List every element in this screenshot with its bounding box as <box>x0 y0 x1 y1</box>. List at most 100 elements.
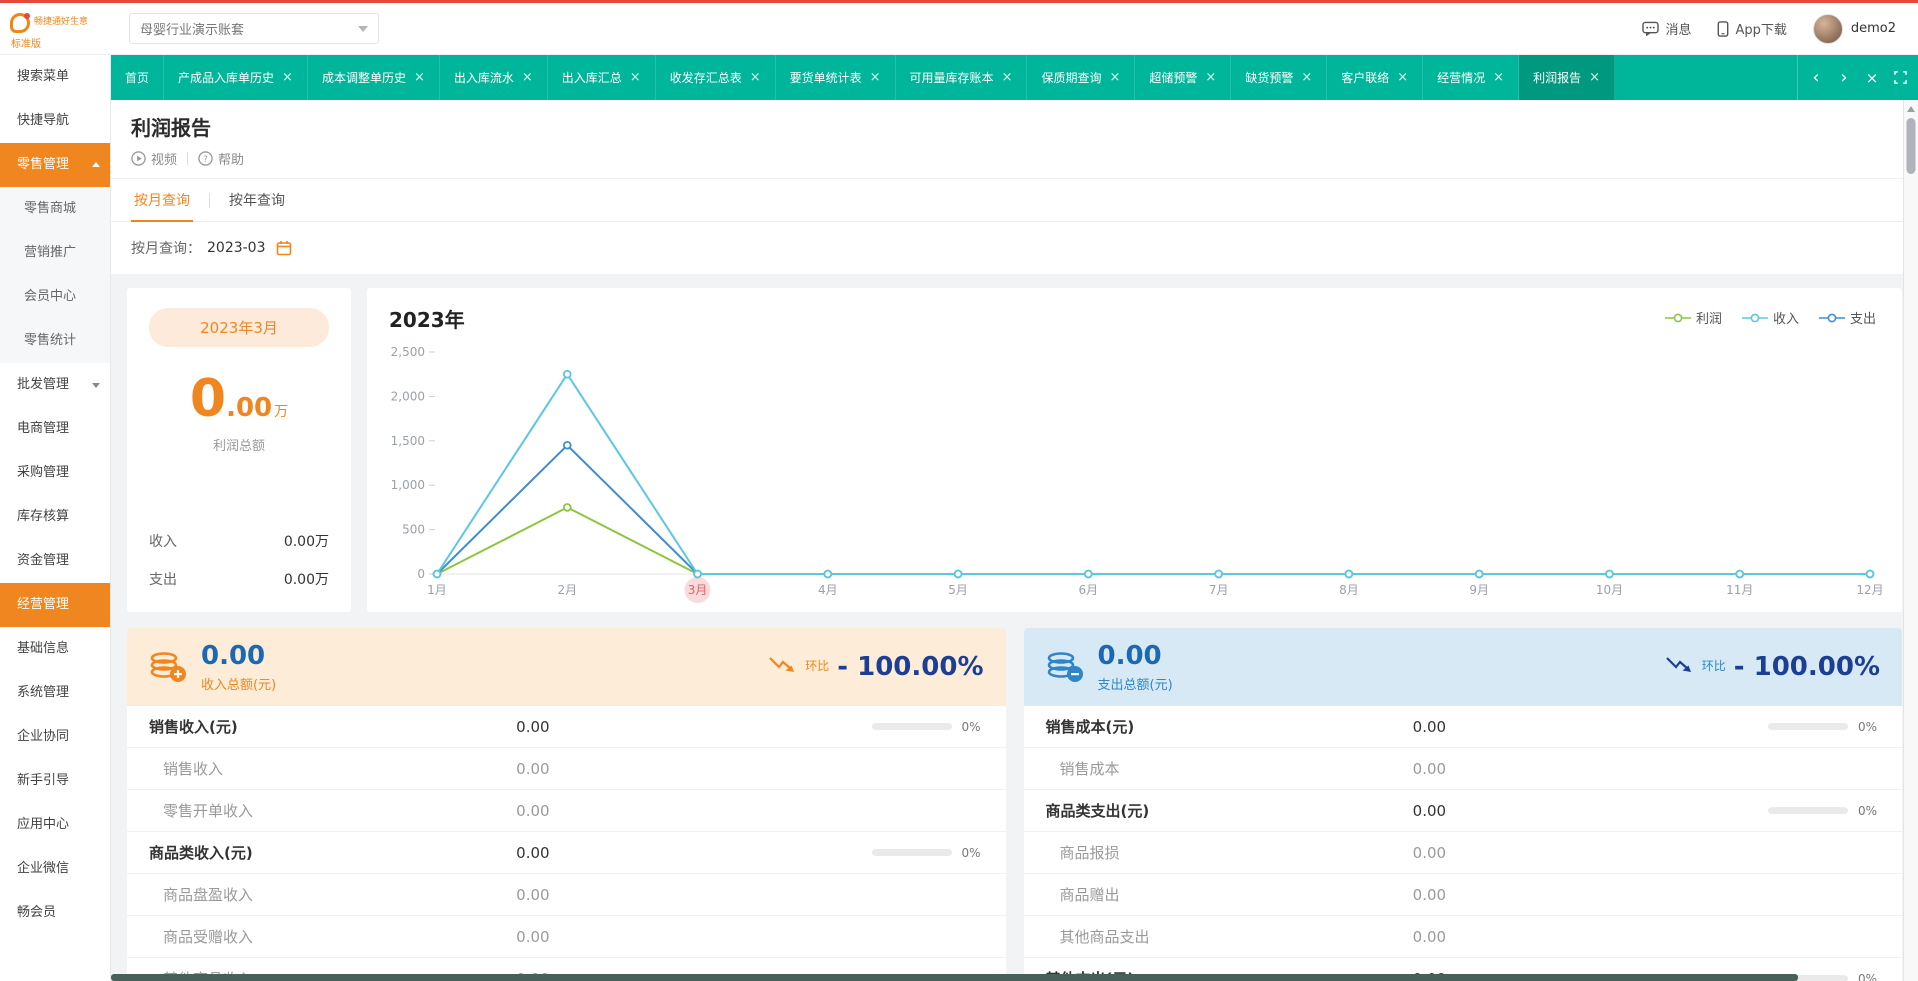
horizontal-scrollbar-thumb[interactable] <box>111 974 1798 981</box>
tab[interactable]: 缺货预警 × <box>1231 55 1328 100</box>
query-tab[interactable]: 按月查询 <box>131 179 193 222</box>
sidebar-item-label: 快捷导航 <box>17 113 70 128</box>
tab[interactable]: 首页 <box>111 55 165 100</box>
sidebar-item[interactable]: 企业微信 <box>0 847 110 891</box>
app-download-button[interactable]: App下载 <box>1717 19 1787 38</box>
tab-close-icon[interactable]: × <box>1001 70 1013 85</box>
svg-text:4月: 4月 <box>818 583 838 597</box>
tab-close-icon[interactable]: × <box>1205 70 1217 85</box>
sidebar-item-label: 采购管理 <box>17 465 70 480</box>
tab-close-icon[interactable]: × <box>413 70 425 85</box>
sidebar-item[interactable]: 资金管理 <box>0 539 110 583</box>
profit-caption: 利润总额 <box>212 439 265 454</box>
logo-edition-badge: 标准版 <box>11 39 41 50</box>
legend-item[interactable]: 收入 <box>1741 308 1799 327</box>
sidebar-item[interactable]: 营销推广 <box>0 231 110 275</box>
tab-close-icon[interactable]: × <box>282 70 293 85</box>
sidebar-item-label: 营销推广 <box>24 245 77 260</box>
progress-percent: 0% <box>1858 803 1878 818</box>
row-label: 支出 <box>149 572 177 588</box>
query-tab[interactable]: 按年查询 <box>229 193 285 209</box>
tab-close-icon[interactable]: × <box>521 70 533 85</box>
sidebar-item[interactable]: 快捷导航 <box>0 99 110 143</box>
income-total-label: 收入总额(元) <box>201 678 277 693</box>
help-button[interactable]: ? 帮助 <box>198 149 244 168</box>
scroll-tabs-right-button[interactable]: › <box>1840 67 1848 88</box>
row-label: 销售收入(元) <box>149 718 238 736</box>
expense-total-label: 支出总额(元) <box>1097 678 1173 693</box>
sidebar-item[interactable]: 会员中心 <box>0 275 110 319</box>
sidebar-item[interactable]: 畅会员 <box>0 891 110 935</box>
fullscreen-icon <box>1893 71 1907 84</box>
sidebar-item[interactable]: 批发管理 <box>0 363 110 407</box>
expense-ratio-value: - 100.00% <box>1733 652 1880 682</box>
sidebar-item-label: 会员中心 <box>24 289 77 304</box>
user-menu[interactable]: demo2 <box>1812 13 1896 44</box>
tab[interactable]: 保质期查询 × <box>1027 55 1136 100</box>
sidebar-item[interactable]: 电商管理 <box>0 407 110 451</box>
app-logo[interactable]: 畅捷通好生意 标准版 <box>0 3 111 54</box>
sidebar-item[interactable]: 零售商城 <box>0 187 110 231</box>
sidebar-item[interactable]: 基础信息 <box>0 627 110 671</box>
video-button[interactable]: 视频 <box>131 149 177 168</box>
svg-text:11月: 11月 <box>1726 583 1753 597</box>
row-label: 零售开单收入 <box>163 802 254 820</box>
legend-item[interactable]: 利润 <box>1664 308 1722 327</box>
tab[interactable]: 出入库流水 × <box>440 55 548 100</box>
row-value: 0.00 <box>1412 717 1447 736</box>
row-label: 其他商品支出 <box>1059 928 1150 946</box>
close-tab-button[interactable]: × <box>1865 68 1879 87</box>
tab-close-icon[interactable]: × <box>1493 70 1505 85</box>
scroll-tabs-left-button[interactable]: ‹ <box>1812 67 1820 88</box>
tab[interactable]: 客户联络 × <box>1327 55 1424 100</box>
legend-item[interactable]: 支出 <box>1818 308 1876 327</box>
profit-total-amount: 0.00 万 <box>190 373 288 425</box>
scrollbar-thumb[interactable] <box>1906 118 1916 174</box>
tab-close-icon[interactable]: × <box>629 70 641 85</box>
sidebar-item[interactable]: 采购管理 <box>0 451 110 495</box>
tab-close-icon[interactable]: × <box>869 70 881 85</box>
tab[interactable]: 要货单统计表 × <box>776 55 896 100</box>
tab[interactable]: 产成品入库单历史 × <box>164 55 308 100</box>
messages-button[interactable]: 消息 <box>1642 19 1691 38</box>
panel-row: 商品受赠收入 0.00 <box>127 916 1006 958</box>
sidebar-item[interactable]: 零售管理 <box>0 143 110 187</box>
sidebar-item[interactable]: 搜索菜单 <box>0 55 110 99</box>
tab-label: 收发存汇总表 <box>669 71 742 85</box>
tab[interactable]: 可用量库存账本 × <box>896 55 1028 100</box>
sidebar-item[interactable]: 应用中心 <box>0 803 110 847</box>
tab-close-icon[interactable]: × <box>1397 70 1409 85</box>
sidebar-item[interactable]: 经营管理 <box>0 583 110 627</box>
expense-rows: 销售成本(元) 0.00 0% 销售成本 0.00 商品类支出(元) 0.00 0% 商品报损 0… <box>1023 706 1902 981</box>
month-filter-value[interactable]: 2023-03 <box>207 240 266 256</box>
tab[interactable]: 成本调整单历史 × <box>308 55 440 100</box>
sidebar-item-label: 资金管理 <box>17 553 70 568</box>
tab[interactable]: 经营情况 × <box>1423 55 1520 100</box>
tab-close-icon[interactable]: × <box>749 70 761 85</box>
coins-plus-icon <box>150 652 186 682</box>
tab[interactable]: 收发存汇总表 × <box>656 55 776 100</box>
chart-title: 2023年 <box>389 308 465 332</box>
row-value: 0.00 <box>516 801 550 820</box>
sidebar-item[interactable]: 企业协同 <box>0 715 110 759</box>
tab[interactable]: 出入库汇总 × <box>548 55 656 100</box>
legend-marker <box>1741 313 1768 322</box>
profit-breakdown: 收入 0.00万 支出 0.00万 <box>143 522 335 598</box>
calendar-icon[interactable] <box>276 240 292 256</box>
scroll-up-arrow-icon[interactable] <box>1907 106 1915 112</box>
panel-row: 其他商品支出 0.00 <box>1023 916 1902 958</box>
vertical-scrollbar[interactable] <box>1903 100 1918 981</box>
tab-close-icon[interactable]: × <box>1301 70 1313 85</box>
sidebar-item-label: 零售商城 <box>24 201 77 216</box>
sidebar-item[interactable]: 新手引导 <box>0 759 110 803</box>
account-selector[interactable]: 母婴行业演示账套 <box>129 13 379 44</box>
tab-close-icon[interactable]: × <box>1109 70 1121 85</box>
tab-close-icon[interactable]: × <box>1589 70 1600 85</box>
sidebar-item[interactable]: 零售统计 <box>0 319 110 363</box>
tab[interactable]: 利润报告 × <box>1519 55 1615 100</box>
fullscreen-button[interactable] <box>1886 55 1914 100</box>
tab[interactable]: 超储预警 × <box>1135 55 1232 100</box>
tab-label: 超储预警 <box>1149 71 1198 85</box>
sidebar-item[interactable]: 系统管理 <box>0 671 110 715</box>
sidebar-item[interactable]: 库存核算 <box>0 495 110 539</box>
